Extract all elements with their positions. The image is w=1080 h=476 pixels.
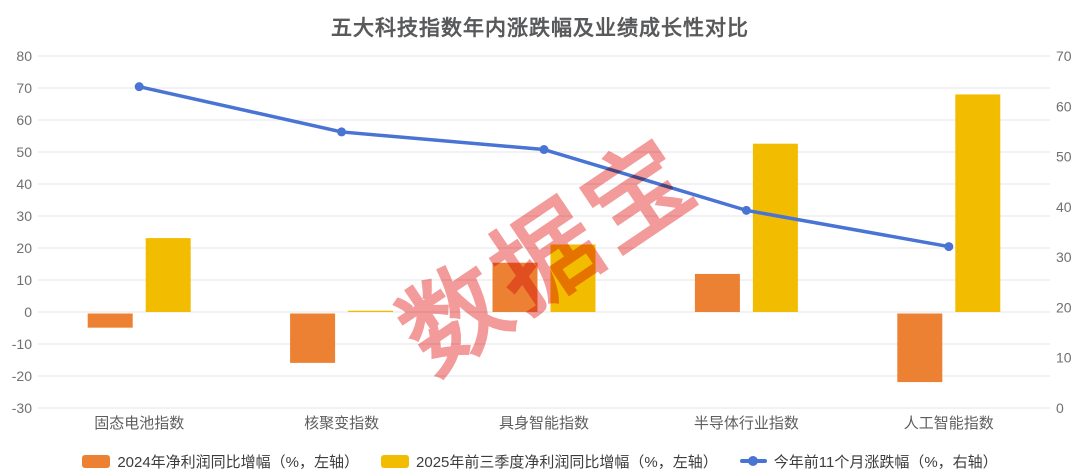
y-axis-left-tick-label: 30: [16, 208, 32, 224]
bar-series2-3[interactable]: [550, 244, 596, 312]
bar-series2-1[interactable]: [145, 238, 191, 312]
bar-series2-2[interactable]: [348, 310, 394, 312]
legend: 2024年净利润同比增幅（%，左轴） 2025年前三季度净利润同比增幅（%，左轴…: [0, 448, 1080, 474]
y-axis-right-tick-label: 20: [1056, 299, 1072, 315]
legend-item-ytd-change[interactable]: 今年前11个月涨跌幅（%，右轴）: [739, 451, 998, 472]
y-axis-left-tick-label: -20: [12, 368, 32, 384]
x-axis-category-label: 核聚变指数: [304, 415, 379, 432]
bar-series2-5[interactable]: [955, 94, 1001, 313]
line-point-5[interactable]: [944, 242, 954, 252]
line-point-1[interactable]: [134, 82, 144, 92]
legend-label-2025: 2025年前三季度净利润同比增幅（%，左轴）: [416, 453, 718, 471]
x-axis-category-label: 固态电池指数: [94, 415, 184, 432]
y-axis-left-tick-label: -10: [12, 336, 32, 352]
y-axis-left-tick-label: 60: [16, 112, 32, 128]
y-axis-right-tick-label: 70: [1056, 48, 1072, 64]
y-axis-right-tick-label: 0: [1056, 400, 1064, 416]
x-axis-category-label: 具身智能指数: [499, 414, 589, 432]
bar-series2-4[interactable]: [752, 143, 798, 312]
y-axis-left-tick-label: 0: [24, 304, 32, 320]
y-axis-left-tick-label: 10: [16, 272, 32, 288]
legend-item-2025-net-profit[interactable]: 2025年前三季度净利润同比增幅（%，左轴）: [381, 451, 718, 472]
bar-series1-4[interactable]: [694, 273, 740, 312]
bar-series1-3[interactable]: [492, 262, 538, 312]
legend-label-2024: 2024年净利润同比增幅（%，左轴）: [117, 453, 360, 471]
y-axis-left-tick-label: 70: [16, 80, 32, 96]
chart-title: 五大科技指数年内涨跌幅及业绩成长性对比: [331, 17, 749, 40]
bar-2025-swatch-icon: [381, 454, 410, 468]
line-swatch-icon: [739, 456, 767, 466]
y-axis-right-tick-label: 30: [1056, 249, 1072, 265]
line-point-2[interactable]: [337, 127, 347, 137]
line-point-4[interactable]: [741, 205, 751, 215]
y-axis-right-tick-label: 40: [1056, 199, 1072, 215]
line-point-3[interactable]: [539, 145, 549, 155]
y-axis-left-tick-label: 20: [16, 240, 32, 256]
x-axis-category-label: 人工智能指数: [904, 414, 994, 432]
bar-series1-5[interactable]: [897, 313, 943, 383]
legend-label-line: 今年前11个月涨跌幅（%，右轴）: [773, 453, 998, 471]
y-axis-left-tick-label: 50: [16, 144, 32, 160]
bar-2024-swatch-icon: [82, 454, 111, 468]
line-dot-icon: [748, 456, 759, 466]
y-axis-left-tick-label: -30: [12, 400, 32, 416]
plot-area: 80 70 60 50 40 30 20 10 0 -10 -20 -30 70 60 50 40 30 20 10…: [12, 48, 1072, 432]
bar-series1-2[interactable]: [290, 313, 336, 363]
y-axis-right-tick-label: 50: [1056, 149, 1072, 165]
line-series: [137, 84, 951, 249]
legend-item-2024-net-profit[interactable]: 2024年净利润同比增幅（%，左轴）: [82, 451, 359, 472]
y-axis-left-tick-label: 40: [16, 176, 32, 192]
y-axis-right-tick-label: 60: [1056, 98, 1072, 114]
bar-series1-1[interactable]: [87, 313, 133, 328]
y-axis-right-tick-label: 10: [1056, 350, 1072, 366]
x-axis-category-label: 半导体行业指数: [694, 415, 799, 432]
y-axis-left-tick-label: 80: [16, 48, 32, 64]
